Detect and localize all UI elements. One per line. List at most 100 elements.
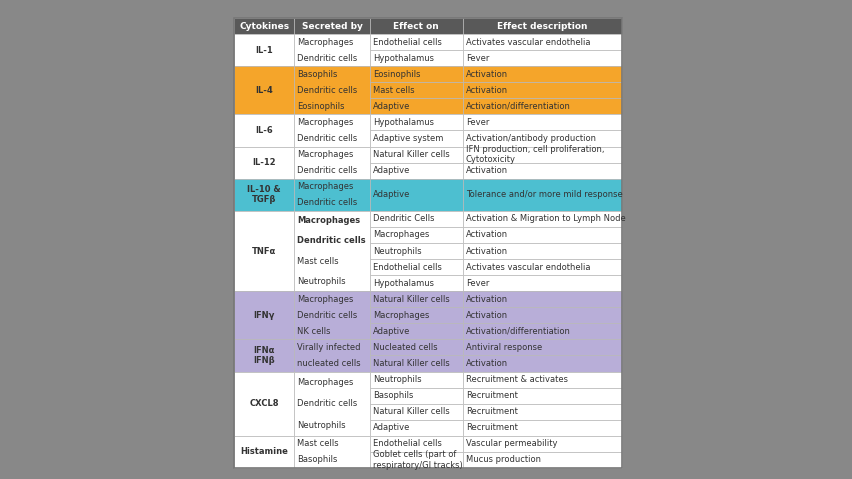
Bar bbox=[234, 291, 294, 340]
Text: Activation/differentiation: Activation/differentiation bbox=[466, 327, 571, 336]
Text: Activation: Activation bbox=[466, 359, 508, 368]
Text: IL-4: IL-4 bbox=[256, 86, 273, 95]
Text: Adaptive: Adaptive bbox=[373, 166, 410, 175]
Text: Neutrophils: Neutrophils bbox=[297, 277, 346, 285]
Text: Dendritic cells: Dendritic cells bbox=[297, 166, 357, 175]
Text: Dendritic cells: Dendritic cells bbox=[297, 86, 357, 95]
Text: Activation: Activation bbox=[466, 69, 508, 79]
Bar bbox=[463, 211, 622, 227]
Text: Mast cells: Mast cells bbox=[297, 439, 339, 448]
Bar bbox=[294, 66, 370, 114]
Text: Macrophages: Macrophages bbox=[297, 37, 354, 46]
Bar bbox=[463, 372, 622, 388]
Text: Fever: Fever bbox=[466, 54, 489, 63]
Bar bbox=[463, 243, 622, 259]
Text: Macrophages: Macrophages bbox=[373, 230, 429, 240]
Bar bbox=[370, 162, 463, 179]
Bar bbox=[294, 291, 370, 340]
Text: Tolerance and/or more mild response: Tolerance and/or more mild response bbox=[466, 190, 623, 199]
Bar bbox=[370, 147, 463, 162]
Text: Endothelial cells: Endothelial cells bbox=[373, 37, 441, 46]
Bar bbox=[463, 275, 622, 291]
Text: Natural Killer cells: Natural Killer cells bbox=[373, 150, 450, 159]
Text: Endothelial cells: Endothelial cells bbox=[373, 439, 441, 448]
Bar bbox=[463, 130, 622, 147]
Bar bbox=[463, 323, 622, 340]
Bar bbox=[370, 275, 463, 291]
Text: Goblet cells (part of
respiratory/GI tracks): Goblet cells (part of respiratory/GI tra… bbox=[373, 450, 463, 470]
Text: Fever: Fever bbox=[466, 118, 489, 127]
Bar bbox=[234, 147, 294, 179]
Text: Recruitment: Recruitment bbox=[466, 391, 518, 400]
Bar bbox=[463, 307, 622, 323]
Bar bbox=[294, 372, 370, 436]
Bar bbox=[370, 66, 463, 82]
Text: Activation: Activation bbox=[466, 230, 508, 240]
Bar bbox=[234, 340, 294, 372]
Text: Basophils: Basophils bbox=[373, 391, 413, 400]
Bar bbox=[370, 388, 463, 404]
Text: IL-6: IL-6 bbox=[256, 126, 273, 135]
Text: Activation/differentiation: Activation/differentiation bbox=[466, 102, 571, 111]
Text: nucleated cells: nucleated cells bbox=[297, 359, 360, 368]
Bar bbox=[370, 420, 463, 436]
Bar bbox=[463, 66, 622, 82]
Bar bbox=[370, 372, 463, 388]
Text: Basophils: Basophils bbox=[297, 69, 337, 79]
Text: Macrophages: Macrophages bbox=[297, 182, 354, 191]
Bar bbox=[463, 388, 622, 404]
Text: Neutrophils: Neutrophils bbox=[373, 247, 422, 255]
Bar bbox=[463, 452, 622, 468]
Text: Dendritic cells: Dendritic cells bbox=[297, 237, 366, 245]
Text: Activates vascular endothelia: Activates vascular endothelia bbox=[466, 37, 590, 46]
Bar bbox=[370, 243, 463, 259]
Text: Activation: Activation bbox=[466, 247, 508, 255]
Bar bbox=[370, 18, 463, 34]
Bar bbox=[370, 436, 463, 452]
Text: Activation: Activation bbox=[466, 86, 508, 95]
Text: Dendritic cells: Dendritic cells bbox=[297, 134, 357, 143]
Bar bbox=[370, 130, 463, 147]
Bar bbox=[463, 82, 622, 98]
Text: Macrophages: Macrophages bbox=[297, 118, 354, 127]
Text: Natural Killer cells: Natural Killer cells bbox=[373, 295, 450, 304]
Text: Effect on: Effect on bbox=[394, 22, 440, 31]
Bar bbox=[463, 227, 622, 243]
Bar bbox=[463, 179, 622, 211]
Text: Mast cells: Mast cells bbox=[297, 257, 339, 265]
Bar bbox=[463, 436, 622, 452]
Text: Hypothalamus: Hypothalamus bbox=[373, 279, 434, 288]
Bar bbox=[463, 340, 622, 355]
Bar bbox=[463, 259, 622, 275]
Bar bbox=[463, 420, 622, 436]
Bar bbox=[463, 50, 622, 66]
Bar bbox=[294, 114, 370, 147]
Text: Neutrophils: Neutrophils bbox=[297, 421, 346, 430]
Text: Activates vascular endothelia: Activates vascular endothelia bbox=[466, 262, 590, 272]
Text: Mast cells: Mast cells bbox=[373, 86, 414, 95]
Bar bbox=[463, 404, 622, 420]
Text: IFNγ: IFNγ bbox=[253, 311, 274, 320]
Bar bbox=[294, 211, 370, 291]
Text: Natural Killer cells: Natural Killer cells bbox=[373, 407, 450, 416]
Bar bbox=[370, 227, 463, 243]
Text: Secreted by: Secreted by bbox=[302, 22, 362, 31]
Bar bbox=[370, 340, 463, 355]
Text: Antiviral response: Antiviral response bbox=[466, 343, 542, 352]
Text: Activation & Migration to Lymph Node: Activation & Migration to Lymph Node bbox=[466, 214, 625, 223]
Text: IFN production, cell proliferation,
Cytotoxicity: IFN production, cell proliferation, Cyto… bbox=[466, 145, 604, 164]
Text: Fever: Fever bbox=[466, 279, 489, 288]
Text: Dendritic cells: Dendritic cells bbox=[297, 198, 357, 207]
Bar bbox=[463, 114, 622, 130]
Bar bbox=[370, 50, 463, 66]
Bar bbox=[234, 66, 294, 114]
Bar bbox=[370, 82, 463, 98]
Text: IL-12: IL-12 bbox=[252, 158, 276, 167]
Text: TNFα: TNFα bbox=[252, 247, 276, 255]
Bar bbox=[463, 355, 622, 372]
Text: Basophils: Basophils bbox=[297, 456, 337, 465]
Bar bbox=[370, 98, 463, 114]
Bar bbox=[294, 147, 370, 179]
Text: Virally infected: Virally infected bbox=[297, 343, 360, 352]
Bar bbox=[370, 179, 463, 211]
